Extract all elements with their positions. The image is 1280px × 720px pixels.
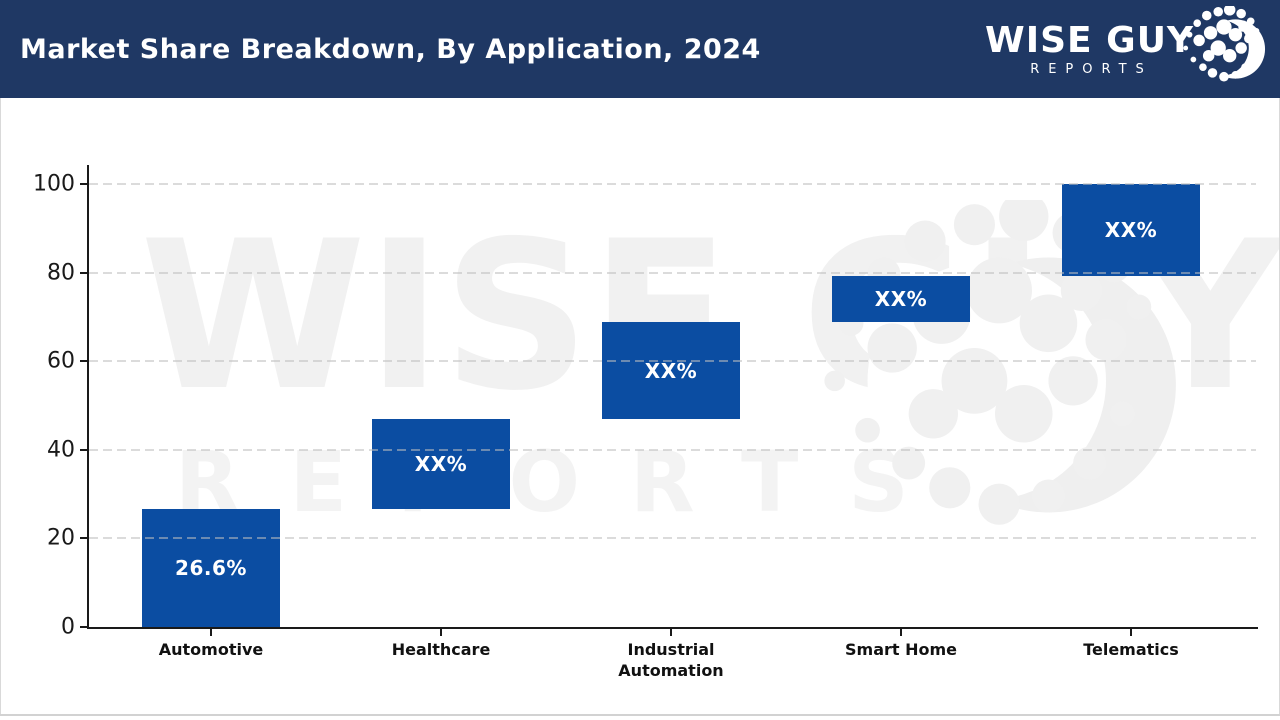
- page-title: Market Share Breakdown, By Application, …: [20, 33, 761, 65]
- x-axis-spine: [87, 627, 1258, 629]
- y-tick-label-0: 0: [61, 614, 75, 640]
- x-axis-label-0: Automotive: [158, 640, 264, 659]
- footer-divider: [0, 714, 1280, 716]
- bar-value-label: XX%: [414, 452, 468, 477]
- y-tick-mark-80: [80, 271, 88, 274]
- x-axis-label-2: Industrial Automation: [618, 640, 724, 680]
- x-tick-mark-3: [900, 629, 902, 636]
- y-tick-label-100: 100: [33, 171, 75, 197]
- y-tick-mark-20: [80, 537, 88, 540]
- y-tick-mark-100: [80, 183, 88, 185]
- header-bar: Market Share Breakdown, By Application, …: [0, 0, 1280, 98]
- gridline-80: [89, 271, 1256, 274]
- x-tick-mark-2: [670, 629, 672, 636]
- bar-automotive: [142, 509, 280, 627]
- bar-industrial-automation: [602, 321, 740, 420]
- gridline-20: [89, 537, 1256, 540]
- bar-value-label: XX%: [644, 358, 698, 383]
- x-tick-mark-4: [1130, 629, 1132, 636]
- gridline-60: [89, 360, 1256, 363]
- y-tick-label-40: 40: [47, 437, 75, 463]
- gridline-40: [89, 448, 1256, 451]
- x-axis-label-4: Telematics: [1083, 640, 1179, 659]
- logo-reports-text: REPORTS: [1030, 61, 1153, 77]
- logo-head-icon: [1183, 6, 1266, 82]
- y-axis-spine: [87, 165, 89, 629]
- bar-value-label: 26.6%: [175, 556, 247, 581]
- gridline-100: [89, 183, 1256, 185]
- bar-value-label: XX%: [1104, 218, 1158, 243]
- wise-guy-logo: WISE GUY REPORTS: [985, 6, 1280, 92]
- y-tick-label-20: 20: [47, 525, 75, 551]
- x-tick-mark-1: [440, 629, 442, 636]
- frame-border-left: [0, 98, 1, 714]
- x-axis-label-3: Smart Home: [844, 640, 958, 659]
- y-tick-mark-60: [80, 360, 88, 363]
- y-tick-label-80: 80: [47, 260, 75, 286]
- bar-healthcare: [372, 419, 510, 510]
- bar-value-label: XX%: [874, 286, 928, 311]
- y-tick-label-60: 60: [47, 348, 75, 374]
- y-tick-mark-40: [80, 448, 88, 451]
- y-tick-mark-0: [80, 626, 88, 628]
- x-axis-label-1: Healthcare: [391, 640, 491, 659]
- logo-wiseguy-text: WISE GUY: [984, 19, 1194, 61]
- waterfall-chart: 0 20 40 60 80 100 26.6% Automotive XX% Healthcare…: [0, 98, 1280, 714]
- x-tick-mark-0: [210, 629, 212, 636]
